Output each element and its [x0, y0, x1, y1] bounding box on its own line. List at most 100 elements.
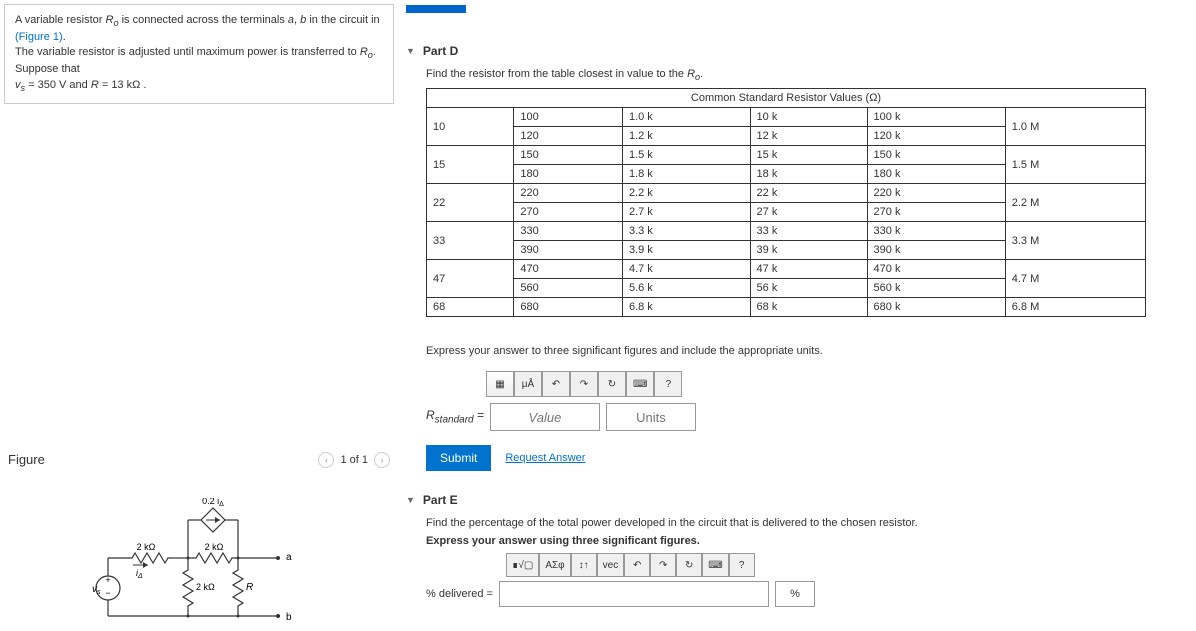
sqrt-button[interactable]: ∎√▢ [506, 553, 539, 577]
request-answer-link[interactable]: Request Answer [505, 452, 585, 464]
table-cell: 3.3 M [1005, 222, 1145, 260]
table-cell: 2.2 k [622, 184, 750, 203]
table-cell: 10 [427, 108, 514, 146]
text: A variable resistor [15, 14, 105, 26]
table-row: 686806.8 k68 k680 k6.8 M [427, 298, 1146, 317]
answer-toolbar-e: ∎√▢ ΑΣφ ↕↑ vec ↶ ↷ ↻ ⌨ ? [506, 553, 1188, 577]
table-cell: 2.2 M [1005, 184, 1145, 222]
keyboard-button[interactable]: ⌨ [626, 371, 654, 397]
table-cell: 1.0 M [1005, 108, 1145, 146]
part-e-header[interactable]: ▼ Part E [406, 487, 1188, 513]
table-cell: 270 [514, 203, 623, 222]
resistor-table: Common Standard Resistor Values (Ω) 1010… [426, 88, 1146, 317]
table-cell: 470 k [867, 260, 1005, 279]
pct-label: % delivered = [426, 588, 493, 600]
table-cell: 390 [514, 241, 623, 260]
table-cell: 1.5 k [622, 146, 750, 165]
part-e-line1: Find the percentage of the total power d… [426, 517, 1188, 529]
table-cell: 15 [427, 146, 514, 184]
table-row: 151501.5 k15 k150 k1.5 M [427, 146, 1146, 165]
table-cell: 3.9 k [622, 241, 750, 260]
svg-text:2 kΩ: 2 kΩ [205, 542, 224, 552]
part-d-header[interactable]: ▼ Part D [406, 38, 1188, 64]
redo-button[interactable]: ↷ [650, 553, 676, 577]
table-cell: 68 k [750, 298, 867, 317]
redo-button[interactable]: ↷ [570, 371, 598, 397]
table-cell: 330 [514, 222, 623, 241]
table-row: 222202.2 k22 k220 k2.2 M [427, 184, 1146, 203]
table-cell: 33 k [750, 222, 867, 241]
svg-text:−: − [105, 588, 110, 598]
svg-text:2 kΩ: 2 kΩ [137, 542, 156, 552]
table-cell: 12 k [750, 127, 867, 146]
figure-link[interactable]: (Figure 1) [15, 31, 63, 43]
table-cell: 680 k [867, 298, 1005, 317]
part-e-line2: Express your answer using three signific… [426, 535, 1188, 547]
reset-button[interactable]: ↻ [676, 553, 702, 577]
text: . [63, 31, 66, 43]
table-cell: 270 k [867, 203, 1005, 222]
submit-button[interactable]: Submit [426, 445, 491, 471]
svg-text:+: + [105, 575, 110, 585]
table-cell: 68 [427, 298, 514, 317]
table-cell: 47 [427, 260, 514, 298]
undo-button[interactable]: ↶ [542, 371, 570, 397]
table-cell: 180 [514, 165, 623, 184]
svg-text:b: b [286, 612, 292, 623]
vec-button[interactable]: vec [597, 553, 625, 577]
value-input[interactable] [490, 403, 600, 431]
caret-down-icon: ▼ [406, 46, 415, 56]
circuit-diagram: + − vs 2 kΩ iΔ 0.2 iΔ [88, 498, 390, 631]
table-cell: 27 k [750, 203, 867, 222]
table-cell: 56 k [750, 279, 867, 298]
text: is connected across the terminals [119, 14, 288, 26]
table-cell: 120 [514, 127, 623, 146]
units-input[interactable] [606, 403, 696, 431]
figure-counter: 1 of 1 [340, 454, 368, 466]
table-cell: 22 [427, 184, 514, 222]
help-button[interactable]: ? [654, 371, 682, 397]
figure-nav: ‹ 1 of 1 › [318, 452, 390, 468]
table-cell: 330 k [867, 222, 1005, 241]
caret-down-icon: ▼ [406, 495, 415, 505]
undo-button[interactable]: ↶ [624, 553, 650, 577]
mu-angstrom-button[interactable]: μÅ [514, 371, 542, 397]
part-e-title: Part E [423, 493, 458, 507]
var-R: R [91, 79, 99, 91]
table-cell: 120 k [867, 127, 1005, 146]
pct-unit: % [775, 581, 815, 607]
reset-button[interactable]: ↻ [598, 371, 626, 397]
table-cell: 6.8 M [1005, 298, 1145, 317]
table-cell: 1.0 k [622, 108, 750, 127]
part-d-instruction: Find the resistor from the table closest… [426, 68, 1188, 82]
table-cell: 150 k [867, 146, 1005, 165]
table-row: 474704.7 k47 k470 k4.7 M [427, 260, 1146, 279]
keyboard-button[interactable]: ⌨ [702, 553, 728, 577]
var-R: R [360, 46, 368, 58]
table-cell: 47 k [750, 260, 867, 279]
table-cell: 180 k [867, 165, 1005, 184]
table-cell: 680 [514, 298, 623, 317]
table-cell: 220 [514, 184, 623, 203]
svg-text:a: a [286, 552, 292, 563]
table-row: 333303.3 k33 k330 k3.3 M [427, 222, 1146, 241]
templates-button[interactable]: ▦ [486, 371, 514, 397]
problem-statement: A variable resistor Ro is connected acro… [4, 4, 394, 104]
subscript-button[interactable]: ↕↑ [571, 553, 597, 577]
pct-input[interactable] [499, 581, 769, 607]
table-cell: 4.7 M [1005, 260, 1145, 298]
svg-text:iΔ: iΔ [136, 568, 143, 580]
greek-button[interactable]: ΑΣφ [539, 553, 570, 577]
figure-prev-button[interactable]: ‹ [318, 452, 334, 468]
table-cell: 15 k [750, 146, 867, 165]
help-button[interactable]: ? [729, 553, 755, 577]
table-cell: 10 k [750, 108, 867, 127]
table-cell: 1.8 k [622, 165, 750, 184]
table-cell: 5.6 k [622, 279, 750, 298]
svg-text:R: R [246, 582, 253, 593]
text: The variable resistor is adjusted until … [15, 46, 360, 58]
table-cell: 1.5 M [1005, 146, 1145, 184]
table-cell: 18 k [750, 165, 867, 184]
figure-next-button[interactable]: › [374, 452, 390, 468]
answer-label: Rstandard = [426, 408, 484, 425]
